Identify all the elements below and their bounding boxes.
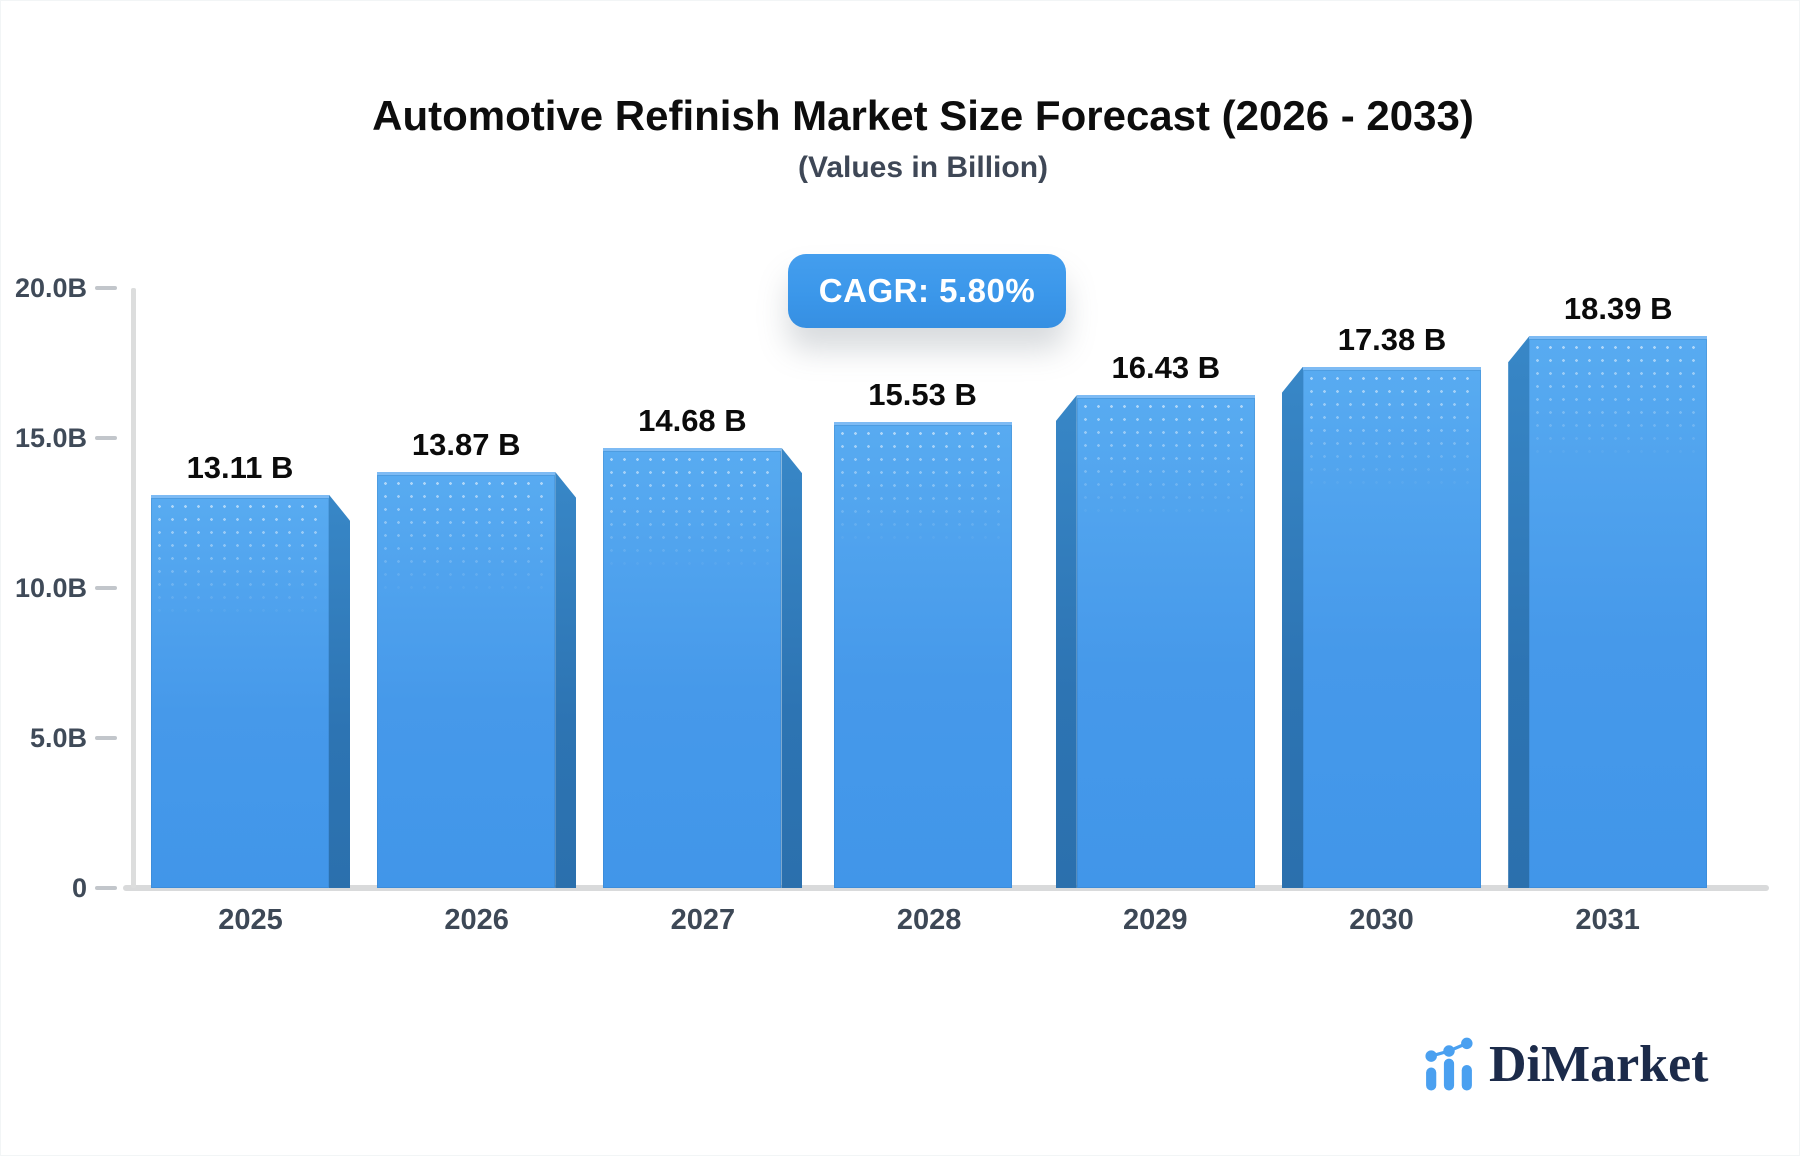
bar-texture-dots [1078, 400, 1253, 529]
bar-face [1303, 366, 1481, 888]
y-tick-dash [95, 736, 117, 740]
bar-face [377, 471, 556, 888]
bar-side-3d [329, 494, 350, 888]
bar-texture-dots [835, 427, 1010, 556]
x-tick-label-2031: 2031 [1575, 904, 1640, 936]
bar-texture-dots [605, 452, 780, 581]
bar-group-2029: 16.43 B [1055, 350, 1255, 888]
y-tick-label: 0 [71, 873, 87, 903]
y-tick-dash [95, 436, 117, 440]
bar-value-label: 17.38 B [1337, 321, 1447, 357]
bar-group-2026: 13.87 B [377, 427, 577, 888]
x-tick-label-2029: 2029 [1123, 904, 1188, 936]
bar-texture-dots [1305, 371, 1479, 500]
brand-logo: DiMarket [1423, 1037, 1708, 1093]
bar-group-2030: 17.38 B [1282, 322, 1481, 888]
bar-value-label: 18.39 B [1563, 291, 1673, 327]
bar-side-3d [781, 447, 803, 888]
bar-group-2025: 13.11 B [151, 450, 350, 888]
chart-header: Automotive Refinish Market Size Forecast… [24, 91, 1799, 187]
x-tick-label-2027: 2027 [670, 904, 736, 936]
bar-group-2027: 14.68 B [603, 403, 803, 888]
cagr-badge: CAGR: 5.80% [788, 254, 1066, 328]
bar-group-2028: 15.53 B [830, 377, 1029, 888]
bar-face [833, 422, 1012, 888]
bar-face [1076, 395, 1255, 888]
chart-title: Automotive Refinish Market Size Forecast… [372, 92, 1474, 139]
bar-value-label: 15.53 B [868, 377, 977, 413]
x-tick-label-2025: 2025 [218, 904, 283, 936]
bar-face [1529, 336, 1708, 888]
y-tick-label: 10.0B [14, 573, 87, 603]
y-axis-line [131, 288, 136, 888]
y-tick-label: 5.0B [29, 723, 87, 753]
bar-face [603, 447, 782, 888]
chart-subtitle: (Values in Billion) [797, 151, 1049, 184]
bar-value-label: 14.68 B [638, 402, 747, 438]
bar-side-3d [1055, 395, 1077, 888]
x-tick-label-2028: 2028 [896, 904, 962, 936]
y-tick-label: 20.0B [14, 273, 87, 303]
bar-side-3d [1508, 336, 1530, 888]
bar-face [151, 494, 329, 888]
bar-value-label: 13.11 B [186, 449, 294, 485]
bar-texture-dots [153, 499, 327, 628]
y-tick-label: 15.0B [14, 423, 87, 453]
x-axis-baseline [123, 885, 1769, 891]
y-tick-dash [95, 586, 117, 590]
bar-texture-dots [379, 476, 554, 605]
bar-side-3d [555, 471, 577, 888]
bar-group-2031: 18.39 B [1508, 291, 1708, 888]
cagr-badge-label: CAGR: 5.80% [818, 272, 1036, 309]
bar-value-label: 13.87 B [411, 426, 521, 462]
bar-chart-trend-logo-icon [1425, 1037, 1473, 1091]
bar-value-label: 16.43 B [1111, 350, 1221, 386]
x-tick-label-2030: 2030 [1349, 904, 1414, 936]
x-tick-label-2026: 2026 [444, 904, 509, 936]
bar-side-3d [1282, 366, 1303, 888]
bar-texture-dots [1531, 341, 1706, 470]
y-tick-dash [95, 886, 117, 890]
brand-logo-text: DiMarket [1489, 1036, 1709, 1093]
y-tick-dash [95, 286, 117, 290]
